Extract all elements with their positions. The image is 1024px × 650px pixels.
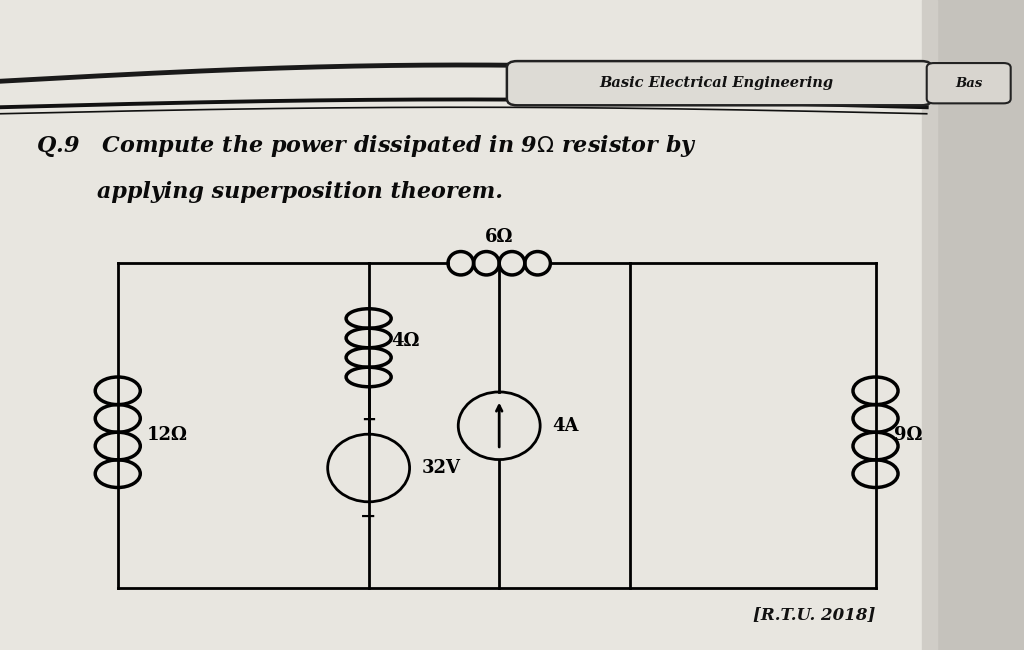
Polygon shape — [937, 0, 1024, 650]
Text: −: − — [360, 506, 377, 526]
Text: 4Ω: 4Ω — [391, 332, 420, 350]
Text: Bas: Bas — [955, 77, 982, 90]
Text: Basic Electrical Engineering: Basic Electrical Engineering — [600, 76, 834, 90]
Text: 32V: 32V — [422, 459, 461, 477]
FancyBboxPatch shape — [927, 63, 1011, 103]
Polygon shape — [922, 0, 937, 650]
Text: +: + — [361, 411, 376, 429]
Text: Q.9   Compute the power dissipated in 9$\Omega$ resistor by: Q.9 Compute the power dissipated in 9$\O… — [36, 133, 696, 159]
Text: 12Ω: 12Ω — [146, 426, 187, 445]
FancyBboxPatch shape — [507, 61, 932, 105]
Text: applying superposition theorem.: applying superposition theorem. — [97, 181, 503, 203]
Text: 9Ω: 9Ω — [894, 426, 923, 445]
Text: 6Ω: 6Ω — [485, 228, 513, 246]
Text: [R.T.U. 2018]: [R.T.U. 2018] — [753, 606, 876, 623]
Text: 4A: 4A — [553, 417, 579, 435]
